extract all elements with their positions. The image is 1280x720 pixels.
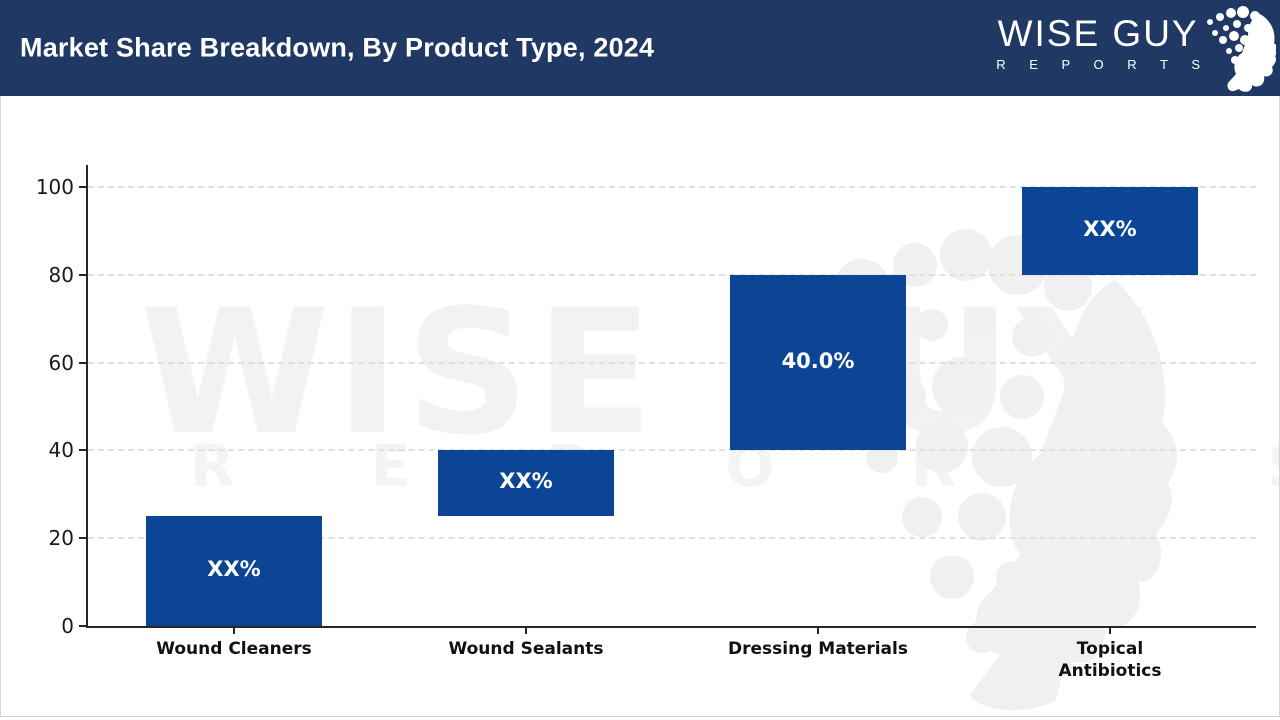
category-label-line: Antibiotics [1058,661,1162,682]
y-axis-tick-mark [79,361,86,364]
x-axis-category-label: Topical Antibiotics [1000,638,1220,683]
y-axis-tick-mark [79,449,86,452]
y-axis-tick-label: 0 [61,614,74,638]
bar-value-label: 40.0% [781,348,855,373]
y-axis-tick-mark [79,625,86,627]
y-axis-tick-label: 60 [48,350,74,375]
y-axis-tick-mark [79,537,86,540]
logo-wiseguy-text: WISE GUY [997,13,1199,54]
bar-value-label: XX% [1083,216,1137,241]
logo-reports-text: R E P O R T S [996,56,1210,72]
category-label-line: Wound Sealants [448,639,604,659]
y-axis-tick-mark [79,273,86,276]
bar-wound-sealants [438,450,614,517]
category-label-line: Dressing Materials [728,639,908,659]
bar-dressing-materials [730,274,906,451]
x-axis-tick-mark [233,627,235,634]
x-axis-spine [86,626,1256,628]
y-axis-tick-label: 20 [48,526,74,551]
x-axis-category-label: Wound Sealants [416,638,636,660]
gridline-60 [88,361,1256,364]
gridline-40 [88,449,1256,452]
y-axis-tick-label: 100 [35,175,74,199]
wiseguy-face-icon [1207,6,1276,92]
x-axis-tick-mark [1109,627,1111,634]
x-axis-tick-mark [817,627,819,634]
bar-value-label: XX% [499,469,553,494]
x-axis-category-label: Dressing Materials [708,638,928,660]
x-axis-category-label: Wound Cleaners [124,638,344,660]
bar-value-label: XX% [207,557,261,582]
y-axis-spine [86,165,88,628]
bar-wound-cleaners [146,516,322,626]
y-axis-tick-label: 40 [48,438,74,463]
wiseguy-logo: WISE GUY R E P O R T S [986,13,1210,72]
gridline-100 [88,186,1256,188]
gridline-80 [88,273,1256,276]
y-axis-tick-label: 80 [48,262,74,287]
category-label-line: Topical [1076,639,1144,659]
category-label-line: Wound Cleaners [156,639,312,659]
header-bar: Market Share Breakdown, By Product Type,… [0,0,1280,96]
bar-topical-antibiotics [1022,187,1198,275]
gridline-20 [88,537,1256,540]
wiseguy-face-watermark [834,229,1178,711]
page-title: Market Share Breakdown, By Product Type,… [20,32,655,63]
x-axis-tick-mark [525,627,527,634]
y-axis-tick-mark [79,186,86,188]
